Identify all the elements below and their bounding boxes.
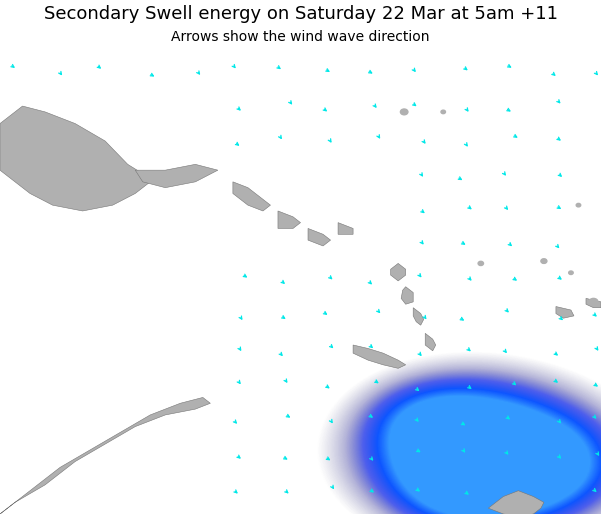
Circle shape xyxy=(478,261,484,266)
Polygon shape xyxy=(586,299,601,308)
Polygon shape xyxy=(135,164,218,188)
Circle shape xyxy=(589,299,598,305)
Polygon shape xyxy=(401,287,413,304)
Polygon shape xyxy=(278,211,300,228)
Polygon shape xyxy=(0,106,158,211)
Polygon shape xyxy=(353,345,406,369)
Polygon shape xyxy=(0,397,210,514)
Text: Secondary Swell energy on Saturday 22 Mar at 5am +11: Secondary Swell energy on Saturday 22 Ma… xyxy=(43,5,558,23)
Polygon shape xyxy=(413,308,424,325)
Circle shape xyxy=(541,259,547,263)
Text: Arrows show the wind wave direction: Arrows show the wind wave direction xyxy=(171,30,430,44)
Polygon shape xyxy=(233,182,270,211)
Polygon shape xyxy=(426,334,436,351)
Circle shape xyxy=(441,110,445,114)
Circle shape xyxy=(569,271,573,274)
Polygon shape xyxy=(488,491,544,514)
Polygon shape xyxy=(308,228,331,246)
Circle shape xyxy=(400,109,408,115)
Circle shape xyxy=(576,204,581,207)
Polygon shape xyxy=(556,306,574,318)
Polygon shape xyxy=(391,263,406,281)
Polygon shape xyxy=(338,223,353,234)
